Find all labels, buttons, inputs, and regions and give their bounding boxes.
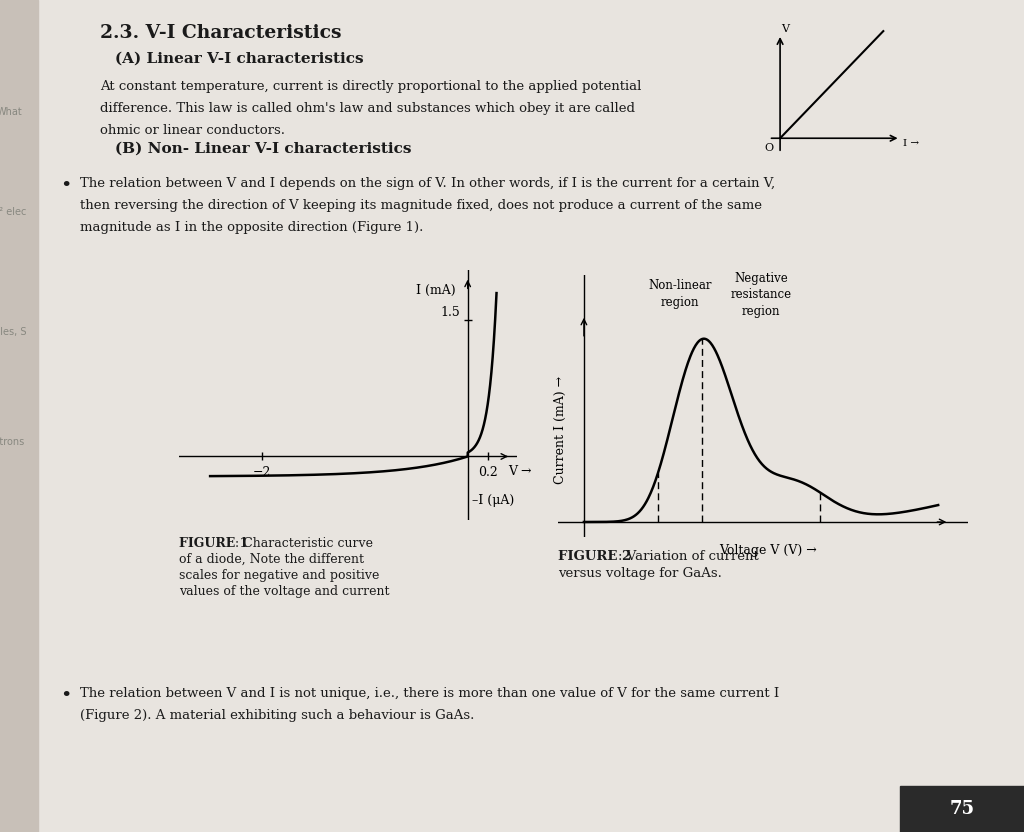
Text: Voltage V (V) →: Voltage V (V) → — [720, 544, 817, 557]
Text: Current I (mA) →: Current I (mA) → — [554, 376, 567, 484]
Text: (A) Linear V-I characteristics: (A) Linear V-I characteristics — [115, 52, 364, 66]
Text: –I (μA): –I (μA) — [472, 493, 514, 507]
Text: •: • — [60, 687, 72, 705]
Text: 75: 75 — [949, 800, 975, 818]
Bar — [900, 786, 1024, 832]
Text: resistance: resistance — [730, 289, 792, 301]
Text: (B) Non- Linear V-I characteristics: (B) Non- Linear V-I characteristics — [115, 142, 412, 156]
Text: ules, S: ules, S — [0, 327, 27, 337]
Text: O: O — [764, 142, 773, 152]
Text: values of the voltage and current: values of the voltage and current — [179, 585, 389, 598]
Text: region: region — [660, 295, 699, 309]
Text: then reversing the direction of V keeping its magnitude fixed, does not produce : then reversing the direction of V keepin… — [80, 199, 762, 212]
Text: magnitude as I in the opposite direction (Figure 1).: magnitude as I in the opposite direction… — [80, 221, 423, 234]
Text: versus voltage for GaAs.: versus voltage for GaAs. — [558, 567, 722, 580]
Text: The relation between V and I depends on the sign of V. In other words, if I is t: The relation between V and I depends on … — [80, 177, 775, 190]
Text: 1.5: 1.5 — [440, 305, 461, 319]
Text: 0.2: 0.2 — [478, 467, 498, 479]
Text: : Characteristic curve: : Characteristic curve — [231, 537, 373, 550]
Text: region: region — [741, 305, 780, 318]
Text: I →: I → — [903, 139, 920, 147]
Text: What: What — [0, 107, 23, 117]
Text: Negative: Negative — [734, 272, 787, 285]
Text: (Figure 2). A material exhibiting such a behaviour is GaAs.: (Figure 2). A material exhibiting such a… — [80, 709, 474, 722]
Text: : Variation of current: : Variation of current — [618, 550, 759, 563]
Text: At constant temperature, current is directly proportional to the applied potenti: At constant temperature, current is dire… — [100, 80, 641, 93]
Text: •: • — [60, 177, 72, 195]
Text: n² elec: n² elec — [0, 207, 27, 217]
Text: Non-linear: Non-linear — [648, 280, 712, 292]
Text: V: V — [780, 23, 788, 33]
Text: I (mA): I (mA) — [416, 284, 456, 297]
Bar — [0, 0, 38, 832]
Text: of a diode, Note the different: of a diode, Note the different — [179, 553, 364, 566]
Text: V →: V → — [508, 464, 531, 478]
Text: −2: −2 — [253, 467, 270, 479]
Text: The relation between V and I is not unique, i.e., there is more than one value o: The relation between V and I is not uniq… — [80, 687, 779, 700]
Text: scales for negative and positive: scales for negative and positive — [179, 569, 379, 582]
Text: FIGURE 2: FIGURE 2 — [558, 550, 631, 563]
Text: ctrons: ctrons — [0, 437, 26, 447]
Text: ohmic or linear conductors.: ohmic or linear conductors. — [100, 124, 285, 137]
Text: FIGURE 1: FIGURE 1 — [179, 537, 249, 550]
Text: difference. This law is called ohm's law and substances which obey it are called: difference. This law is called ohm's law… — [100, 102, 635, 115]
Text: 2.3. V-I Characteristics: 2.3. V-I Characteristics — [100, 24, 341, 42]
